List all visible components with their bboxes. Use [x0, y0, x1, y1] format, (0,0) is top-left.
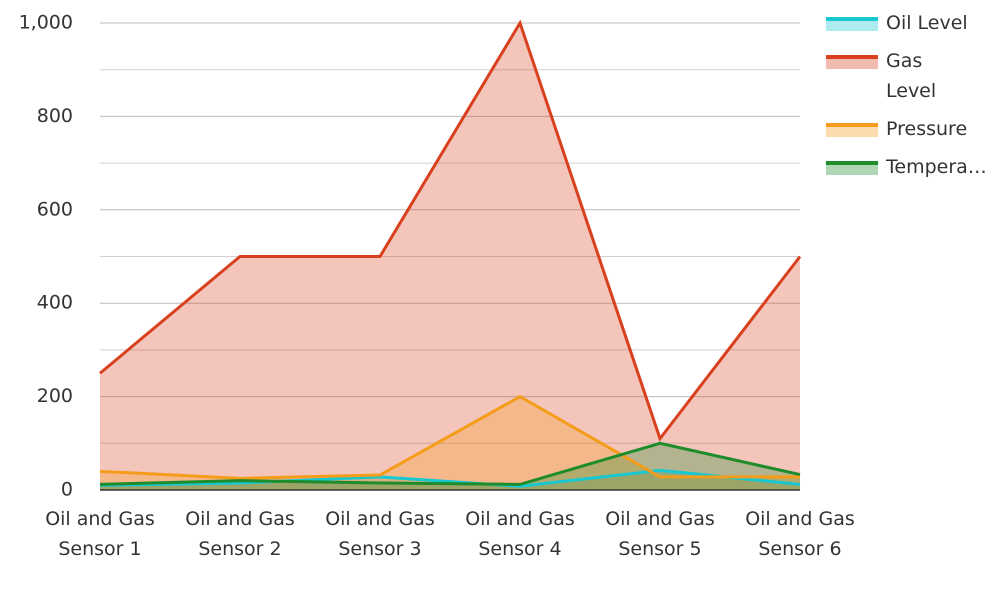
legend-item: Oil Level — [826, 8, 990, 38]
legend-fill — [826, 165, 878, 175]
legend-fill — [826, 59, 878, 69]
legend-swatch — [826, 17, 878, 31]
legend-swatch — [826, 55, 878, 69]
legend-label: Pressure — [886, 118, 968, 140]
y-tick-label: 1,000 — [19, 12, 73, 34]
x-tick-label: Oil and Gas Sensor 4 — [465, 508, 575, 560]
y-tick-label: 0 — [61, 479, 73, 501]
legend-fill — [826, 127, 878, 137]
y-tick-label: 200 — [37, 385, 73, 407]
legend-line — [826, 55, 878, 59]
legend-swatch — [826, 161, 878, 175]
legend-line — [826, 17, 878, 21]
legend-label: Gas Level — [886, 50, 937, 102]
legend-item: Temperature — [826, 152, 990, 182]
x-tick-label: Oil and Gas Sensor 2 — [185, 508, 295, 560]
area-fill — [100, 23, 800, 490]
legend-line — [826, 123, 878, 127]
x-tick-label: Oil and Gas Sensor 6 — [745, 508, 855, 560]
y-tick-label: 400 — [37, 292, 73, 314]
legend-swatch — [826, 123, 878, 137]
legend-fill — [826, 21, 878, 31]
y-tick-label: 600 — [37, 198, 73, 220]
area-line — [99, 19, 802, 442]
legend-item: Pressure — [826, 114, 990, 144]
legend-label: Temperature — [886, 156, 990, 178]
area-fill — [100, 396, 800, 490]
y-tick-label: 800 — [37, 105, 73, 127]
x-tick-label: Oil and Gas Sensor 1 — [45, 508, 155, 560]
x-tick-label: Oil and Gas Sensor 5 — [605, 508, 715, 560]
legend-line — [826, 161, 878, 165]
area-line — [99, 441, 801, 486]
area-line — [99, 468, 801, 488]
legend-label: Oil Level — [886, 12, 968, 34]
area-line — [99, 394, 800, 480]
legend-item: Gas Level — [826, 46, 946, 106]
x-tick-label: Oil and Gas Sensor 3 — [325, 508, 435, 560]
